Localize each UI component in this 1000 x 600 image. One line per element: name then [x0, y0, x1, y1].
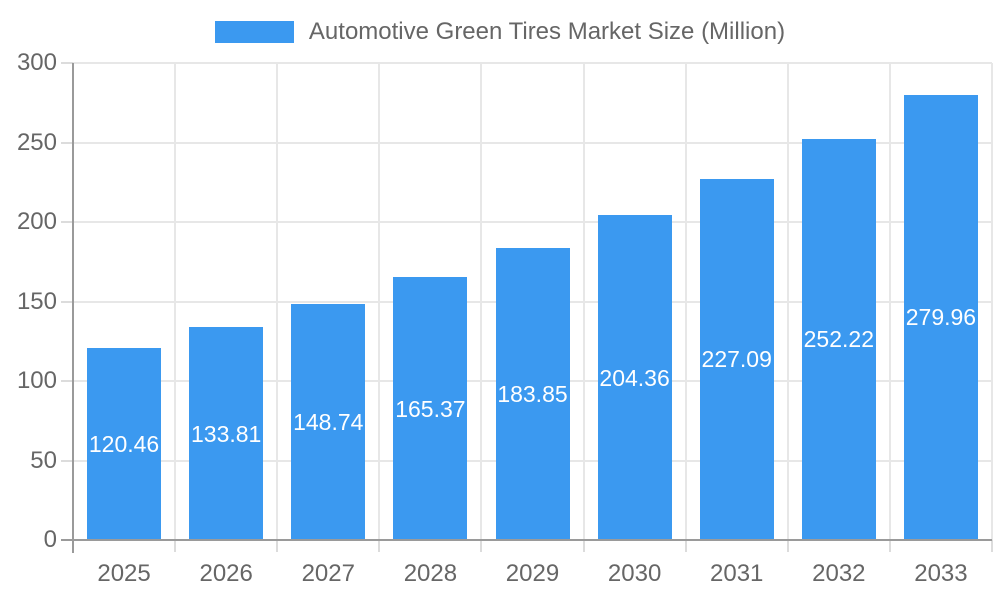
x-tick-label: 2033 — [914, 560, 968, 587]
bar-2029[interactable] — [495, 247, 570, 540]
y-tick-label: 200 — [16, 208, 57, 235]
x-gridline — [684, 63, 687, 540]
x-gridline — [582, 63, 585, 540]
bar-2032[interactable] — [801, 138, 876, 540]
x-tick-label: 2031 — [710, 560, 764, 587]
y-tick-mark — [61, 459, 73, 462]
x-axis-line — [61, 539, 992, 541]
x-gridline — [786, 63, 789, 540]
y-gridline — [73, 221, 992, 223]
x-tick-label: 2026 — [199, 560, 253, 587]
bar-2026[interactable] — [189, 327, 264, 540]
x-tick-mark — [174, 540, 177, 552]
bar-2027[interactable] — [291, 303, 366, 540]
y-tick-label: 0 — [43, 526, 57, 553]
legend-swatch — [214, 21, 294, 43]
x-tick-label: 2029 — [505, 560, 560, 587]
y-axis-line — [72, 63, 74, 553]
bar-2031[interactable] — [699, 178, 774, 540]
y-tick-mark — [61, 62, 73, 64]
legend-label: Automotive Green Tires Market Size (Mill… — [308, 18, 786, 45]
x-tick-label: 2030 — [607, 560, 662, 587]
y-tick-label: 100 — [16, 367, 57, 394]
x-tick-label: 2025 — [97, 560, 151, 587]
x-gridline — [174, 63, 177, 540]
x-tick-mark — [378, 540, 381, 552]
bar-2025[interactable] — [87, 348, 162, 540]
y-tick-label: 300 — [16, 49, 57, 76]
x-tick-label: 2032 — [812, 560, 866, 587]
y-tick-label: 250 — [16, 128, 57, 156]
x-gridline — [888, 63, 891, 540]
plot-area: 120.46 133.81 148.74 165.37 183.85 204.36 227.… — [61, 62, 993, 553]
bar-2033[interactable] — [903, 94, 978, 540]
x-gridline — [991, 63, 993, 540]
x-gridline — [276, 63, 279, 540]
bar-2030[interactable] — [597, 215, 672, 540]
y-gridline — [73, 141, 992, 144]
x-gridline — [480, 63, 483, 540]
x-tick-mark — [684, 540, 687, 552]
x-tick-mark — [888, 540, 891, 552]
y-tick-mark — [61, 141, 73, 144]
x-tick-mark — [991, 540, 993, 552]
y-tick-label: 150 — [16, 287, 57, 315]
y-tick-label: 50 — [30, 446, 57, 474]
y-gridline — [73, 62, 992, 64]
x-tick-mark — [786, 540, 789, 552]
x-tick-mark — [582, 540, 585, 552]
y-tick-mark — [61, 221, 73, 223]
y-tick-mark — [61, 380, 73, 382]
legend[interactable]: Automotive Green Tires Market Size (Mill… — [0, 19, 1000, 45]
x-tick-mark — [276, 540, 279, 552]
x-tick-label: 2027 — [301, 560, 355, 587]
y-tick-mark — [61, 300, 73, 303]
x-tick-mark — [480, 540, 483, 552]
x-tick-label: 2028 — [403, 560, 458, 587]
x-gridline — [378, 63, 381, 540]
bar-2028[interactable] — [393, 277, 468, 540]
